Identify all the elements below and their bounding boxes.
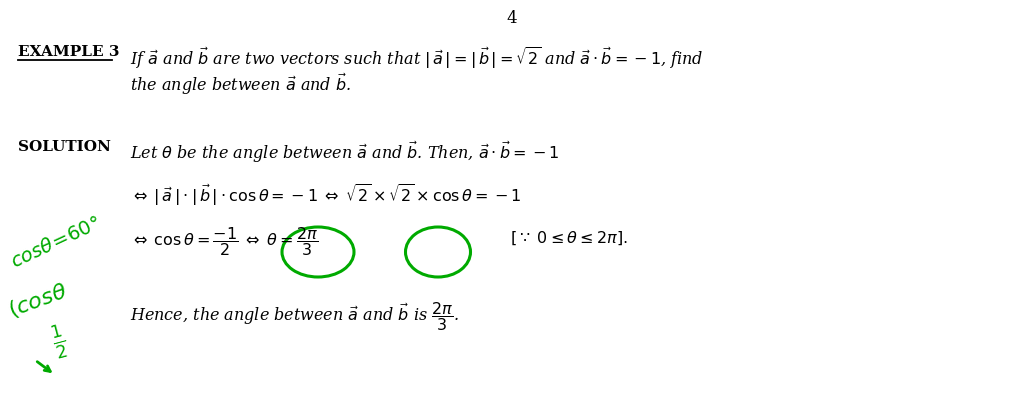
Text: Let $\theta$ be the angle between $\vec{a}$ and $\vec{b}$. Then, $\vec{a}\cdot\v: Let $\theta$ be the angle between $\vec{…	[130, 140, 559, 165]
Text: $\Leftrightarrow\;\cos\theta=\dfrac{-1}{2}\;\Leftrightarrow\;\theta=\dfrac{2\pi}: $\Leftrightarrow\;\cos\theta=\dfrac{-1}{…	[130, 225, 318, 258]
Text: 4: 4	[507, 10, 517, 27]
Text: $\frac{1}{2}$: $\frac{1}{2}$	[48, 322, 71, 361]
Text: $[\because\;0\leq\theta\leq2\pi].$: $[\because\;0\leq\theta\leq2\pi].$	[510, 230, 628, 247]
Text: EXAMPLE 3: EXAMPLE 3	[18, 45, 120, 59]
Text: $\Leftrightarrow\;|\,\vec{a}\,|\cdot|\,\vec{b}\,|\cdot\cos\theta=-1\;\Leftrighta: $\Leftrightarrow\;|\,\vec{a}\,|\cdot|\,\…	[130, 182, 521, 208]
Text: If $\vec{a}$ and $\vec{b}$ are two vectors such that $|\,\vec{a}\,|=|\,\vec{b}\,: If $\vec{a}$ and $\vec{b}$ are two vecto…	[130, 45, 703, 71]
Text: the angle between $\vec{a}$ and $\vec{b}$.: the angle between $\vec{a}$ and $\vec{b}…	[130, 72, 351, 97]
Text: $(cos\theta$: $(cos\theta$	[5, 279, 71, 322]
Text: $cos\theta\!=\!60°$: $cos\theta\!=\!60°$	[8, 214, 104, 272]
Text: SOLUTION: SOLUTION	[18, 140, 111, 154]
Text: Hence, the angle between $\vec{a}$ and $\vec{b}$ is $\dfrac{2\pi}{3}$.: Hence, the angle between $\vec{a}$ and $…	[130, 300, 459, 333]
